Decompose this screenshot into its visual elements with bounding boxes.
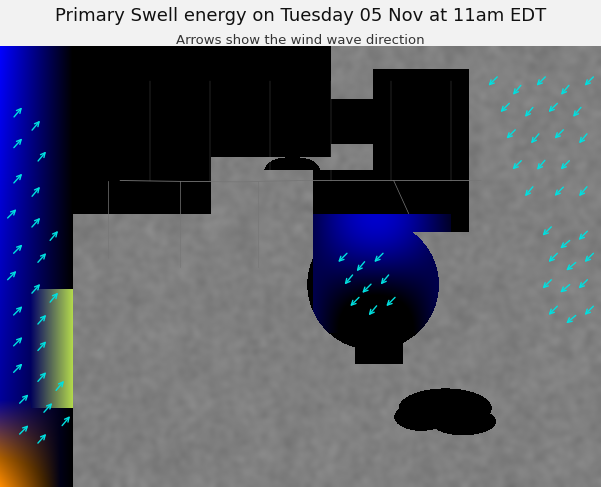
Text: Arrows show the wind wave direction: Arrows show the wind wave direction	[176, 34, 425, 47]
Text: Primary Swell energy on Tuesday 05 Nov at 11am EDT: Primary Swell energy on Tuesday 05 Nov a…	[55, 7, 546, 25]
